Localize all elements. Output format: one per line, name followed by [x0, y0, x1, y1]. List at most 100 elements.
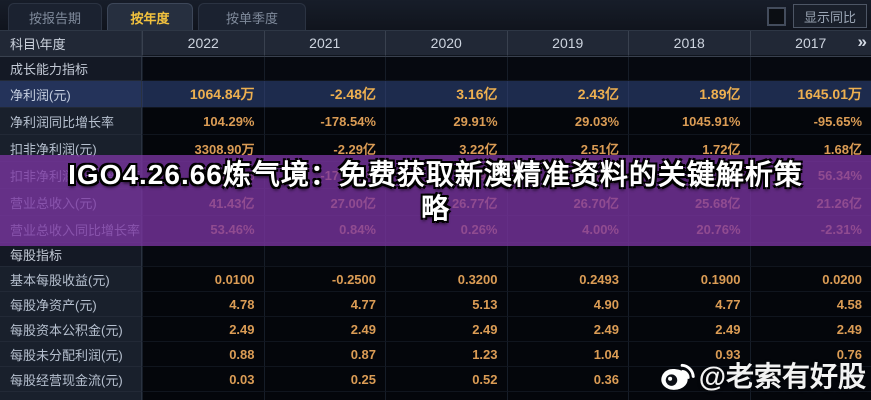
- promo-overlay-banner: [0, 155, 871, 246]
- value-cell: [749, 243, 871, 267]
- value-cell: [385, 392, 507, 400]
- promo-headline-line2: 略: [420, 193, 450, 224]
- year-column-header: 2020: [385, 31, 507, 56]
- year-label: 2017: [795, 35, 827, 51]
- value-cell: 1.23: [385, 342, 507, 367]
- value-cell: 2.49: [263, 317, 385, 342]
- table-row: [0, 392, 871, 400]
- table-row: 净利润同比增长率 104.29% -178.54% 29.91% 29.03% 1045.…: [0, 108, 871, 135]
- row-label: 基本每股收益(元): [0, 267, 142, 292]
- value-cell: [628, 367, 750, 392]
- value-cell: 0.2493: [506, 267, 628, 292]
- value-cell: 0.25: [263, 367, 385, 392]
- value-cell: 1645.01万: [749, 81, 871, 108]
- year-label: 2018: [673, 35, 705, 51]
- promo-headline-line1: IGO4.26.66炼气境：免费获取新澳精准资料的关键解析策: [68, 159, 803, 190]
- section-row: 每股指标: [0, 243, 871, 267]
- row-label: 净利润(元): [0, 81, 142, 108]
- table-row: 每股未分配利润(元) 0.88 0.87 1.23 1.04 0.93 0.76: [0, 342, 871, 367]
- weibo-watermark: @老索有好股: [659, 355, 866, 395]
- year-column-header: 2019: [506, 31, 628, 56]
- row-label: 净利润同比增长率: [0, 108, 142, 135]
- value-cell: [263, 392, 385, 400]
- value-cell: 0.88: [142, 342, 264, 367]
- table-row: 每股净资产(元) 4.78 4.77 5.13 4.90 4.77 4.58: [0, 292, 871, 317]
- value-cell: 3.16亿: [385, 81, 507, 108]
- value-cell: [142, 392, 264, 400]
- value-cell: 2.49: [142, 317, 264, 342]
- row-label: [0, 392, 142, 400]
- value-cell: 0.76: [749, 342, 871, 367]
- year-column-header: 2022: [142, 31, 264, 56]
- row-label: 每股资本公积金(元): [0, 317, 142, 342]
- section-row: 成长能力指标: [0, 57, 871, 81]
- value-cell: 0.1900: [628, 267, 750, 292]
- value-cell: [142, 57, 264, 81]
- value-cell: [506, 243, 628, 267]
- value-cell: 1.04: [506, 342, 628, 367]
- weibo-icon: [661, 363, 695, 390]
- show-yoy-checkbox[interactable]: [766, 6, 786, 26]
- section-label: 每股指标: [0, 243, 142, 267]
- table-row: 每股资本公积金(元) 2.49 2.49 2.49 2.49 2.49 2.49: [0, 317, 871, 342]
- value-cell: [749, 392, 871, 400]
- value-cell: [749, 57, 871, 81]
- chevron-double-right-icon[interactable]: »: [857, 32, 868, 52]
- value-cell: 4.78: [142, 292, 264, 317]
- tab-by-single-quarter[interactable]: 按单季度: [198, 3, 306, 30]
- value-cell: [263, 57, 385, 81]
- value-cell: [506, 57, 628, 81]
- value-cell: [749, 367, 871, 392]
- year-column-header: 2018: [628, 31, 750, 56]
- value-cell: 104.29%: [142, 108, 264, 135]
- section-label: 成长能力指标: [0, 57, 142, 81]
- value-cell: 2.49: [506, 317, 628, 342]
- row-label: 每股未分配利润(元): [0, 342, 142, 367]
- value-cell: 29.91%: [385, 108, 507, 135]
- year-label: 2022: [187, 35, 219, 51]
- row-label: 每股经营现金流(元): [0, 367, 142, 392]
- year-label: 2019: [552, 35, 584, 51]
- value-cell: 2.49: [385, 317, 507, 342]
- corner-header-cell: 科目\年度: [0, 31, 142, 56]
- value-cell: 0.36: [506, 367, 628, 392]
- table-header-row: 科目\年度 2022 2021 2020 2019 2018 2017 »: [0, 30, 871, 57]
- value-cell: [628, 392, 750, 400]
- value-cell: 4.77: [628, 292, 750, 317]
- value-cell: 29.03%: [506, 108, 628, 135]
- value-cell: -95.65%: [749, 108, 871, 135]
- value-cell: [628, 243, 750, 267]
- show-yoy-button[interactable]: 显示同比: [792, 4, 867, 28]
- table-row: 每股经营现金流(元) 0.03 0.25 0.52 0.36: [0, 367, 871, 392]
- value-cell: 1045.91%: [628, 108, 750, 135]
- year-column-header: 2021: [263, 31, 385, 56]
- value-cell: -2.48亿: [263, 81, 385, 108]
- watermark-handle: @老索有好股: [698, 361, 866, 392]
- value-cell: 0.0200: [749, 267, 871, 292]
- value-cell: 0.52: [385, 367, 507, 392]
- value-cell: 2.49: [628, 317, 750, 342]
- tab-by-report-period[interactable]: 按报告期: [8, 3, 102, 30]
- row-label: 每股净资产(元): [0, 292, 142, 317]
- value-cell: 0.3200: [385, 267, 507, 292]
- value-cell: 1064.84万: [142, 81, 264, 108]
- value-cell: 0.03: [142, 367, 264, 392]
- year-label: 2021: [309, 35, 341, 51]
- table-row: 基本每股收益(元) 0.0100 -0.2500 0.3200 0.2493 0.1900…: [0, 267, 871, 292]
- value-cell: [628, 57, 750, 81]
- year-label: 2020: [430, 35, 462, 51]
- value-cell: 4.77: [263, 292, 385, 317]
- year-column-header: 2017 »: [749, 31, 871, 56]
- value-cell: [142, 243, 264, 267]
- value-cell: -0.2500: [263, 267, 385, 292]
- value-cell: [263, 243, 385, 267]
- value-cell: [506, 392, 628, 400]
- value-cell: [385, 57, 507, 81]
- value-cell: 0.87: [263, 342, 385, 367]
- promo-headline: IGO4.26.66炼气境：免费获取新澳精准资料的关键解析策 略: [0, 158, 871, 226]
- value-cell: 2.43亿: [506, 81, 628, 108]
- value-cell: 1.89亿: [628, 81, 750, 108]
- tab-by-year[interactable]: 按年度: [107, 3, 193, 30]
- value-cell: 2.49: [749, 317, 871, 342]
